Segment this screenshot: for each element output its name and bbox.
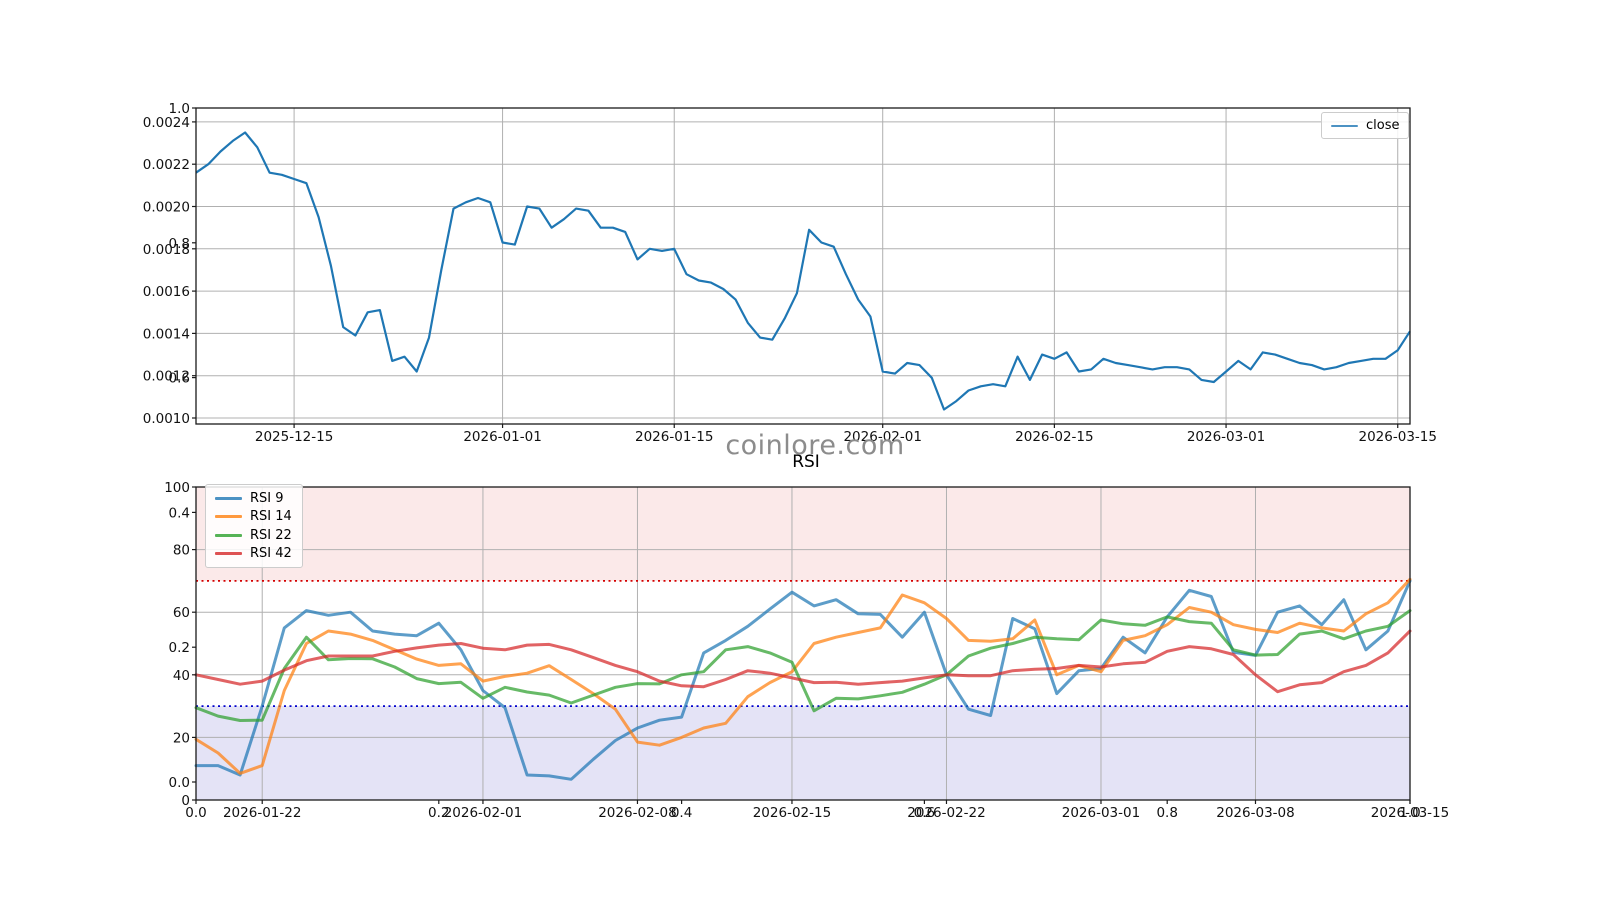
price-y-tick-label: 0.0022 [143,157,190,173]
watermark: coinlore.com [725,430,905,461]
rsi-chart-title: RSI [792,452,820,472]
price-x-tick-label: 2026-03-01 [1187,429,1265,445]
rsi9-legend-label: RSI 9 [250,490,284,506]
rsi42-line-sample [215,552,242,556]
rsi-y-tick-label: 60 [173,605,190,621]
rsi-x-tick-label: 2026-03-15 [1371,805,1449,821]
rsi-x-tick-label: 2026-02-08 [598,805,676,821]
price-y-tick-label: 0.0010 [143,411,190,427]
close-line-sample [1331,124,1358,127]
rsi-y-tick-label: 0 [181,793,190,809]
rsi42-legend-label: RSI 42 [250,546,292,562]
rsi-x-tick-label: 2026-02-01 [444,805,522,821]
overlay-x-tick-label: 1.0 [1399,805,1420,821]
rsi14-legend-label: RSI 14 [250,509,292,525]
price-y-tick-label: 0.0014 [143,326,190,342]
overlay-y-tick-label: 0.6 [169,371,190,387]
price-x-tick-label: 2026-03-15 [1359,429,1437,445]
price-y-tick-label: 0.0012 [143,369,190,385]
rsi-y-tick-label: 40 [173,668,190,684]
rsi-legend: RSI 9 RSI 14 RSI 22 RSI 42 [205,484,303,568]
price-x-tick-label: 2026-01-01 [463,429,541,445]
rsi14-line-sample [215,515,242,519]
price-y-tick-label: 0.0020 [143,200,190,216]
price-y-tick-label: 0.0024 [143,115,190,131]
overlay-y-tick-label: 1.0 [169,101,190,117]
close-legend-label: close [1366,118,1400,133]
overlay-x-tick-label: 0.2 [428,805,449,821]
overlay-y-tick-label: 0.0 [169,775,190,791]
rsi-x-tick-label: 2026-01-22 [223,805,301,821]
overlay-y-tick-label: 0.2 [169,640,190,656]
rsi-y-tick-label: 100 [164,480,190,496]
rsi-line-rsi-22 [194,609,1412,722]
overlay-y-tick-label: 0.8 [169,236,190,252]
rsi-line-rsi-9 [194,579,1412,781]
overlay-x-tick-label: 0.6 [914,805,935,821]
price-x-tick-label: 2025-12-15 [255,429,333,445]
price-x-tick-label: 2026-02-01 [843,429,921,445]
price-legend: close [1321,112,1409,139]
rsi-x-tick-label: 2026-02-22 [907,805,985,821]
overlay-x-tick-label: 0.4 [671,805,692,821]
rsi22-legend-label: RSI 22 [250,527,292,543]
rsi-x-tick-label: 2026-03-01 [1062,805,1140,821]
rsi-legend-row: RSI 42 [215,545,302,564]
price-y-tick-label: 0.0016 [143,284,190,300]
rsi-x-tick-label: 2026-03-08 [1216,805,1294,821]
rsi-line-rsi-42 [194,629,1412,694]
rsi-y-tick-label: 80 [173,543,190,559]
rsi-y-tick-label: 20 [173,730,190,746]
overlay-x-tick-label: 0.0 [185,805,206,821]
rsi-x-tick-label: 2026-02-15 [753,805,831,821]
rsi-overbought-band [196,487,1410,581]
overlay-y-tick-label: 0.4 [169,505,190,521]
price-close-line [195,131,1411,411]
rsi-legend-row: RSI 9 [215,489,302,508]
overlay-x-tick-label: 0.8 [1156,805,1177,821]
rsi22-line-sample [215,533,242,537]
price-x-tick-label: 2026-02-15 [1015,429,1093,445]
rsi-oversold-band [196,706,1410,800]
rsi-legend-row: RSI 22 [215,526,302,545]
rsi-legend-row: RSI 14 [215,508,302,527]
price-x-tick-label: 2026-01-15 [635,429,713,445]
rsi9-line-sample [215,496,242,500]
price-y-tick-label: 0.0018 [143,242,190,258]
rsi-axes-frame [195,486,1411,801]
price-axes-frame [195,107,1411,425]
